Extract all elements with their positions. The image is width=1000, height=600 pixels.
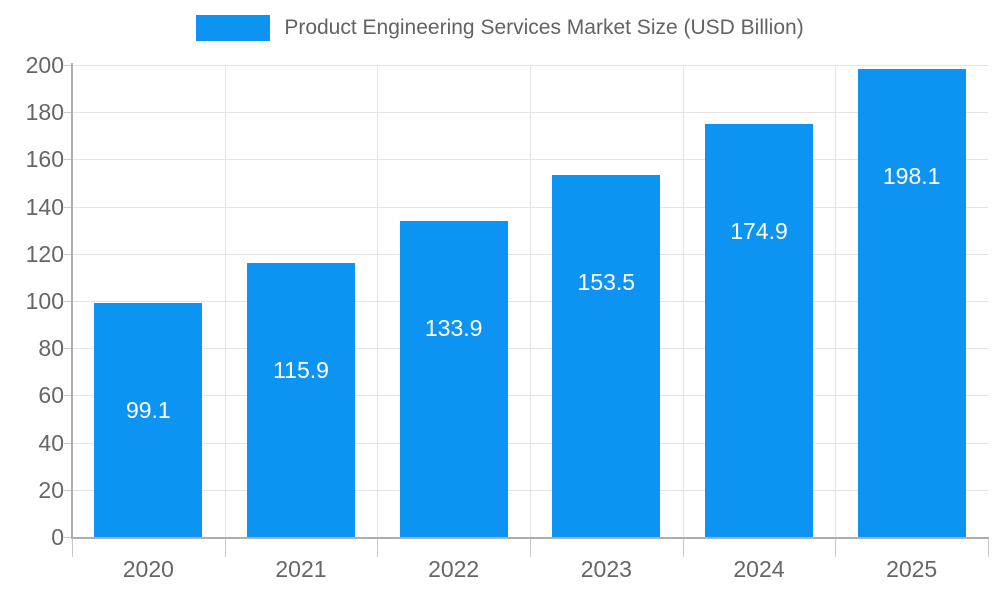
y-tick-label: 160: [25, 146, 64, 173]
gridline-vertical: [683, 65, 684, 537]
legend-color-swatch[interactable]: [196, 15, 271, 41]
bar-2022[interactable]: [399, 221, 508, 537]
x-tick-mark: [530, 539, 531, 557]
y-tick-mark: [64, 348, 71, 350]
x-tick-mark: [683, 539, 684, 557]
y-tick-label: 120: [25, 240, 64, 267]
bar-2021[interactable]: [247, 263, 355, 537]
y-tick-mark: [64, 112, 71, 114]
chart-legend: Product Engineering Services Market Size…: [0, 12, 1000, 44]
y-tick-label: 200: [25, 52, 64, 78]
gridline-vertical: [225, 65, 226, 537]
x-tick-mark: [225, 539, 226, 557]
gridline-vertical: [835, 65, 836, 537]
x-tick-mark: [377, 539, 378, 557]
y-tick-mark: [64, 537, 71, 538]
y-tick-mark: [64, 253, 71, 255]
bar-2023[interactable]: [552, 174, 661, 537]
y-tick-label: 0: [51, 524, 64, 550]
bar-2024[interactable]: [705, 124, 813, 537]
x-tick-mark: [988, 539, 989, 557]
y-tick-mark: [64, 489, 71, 491]
y-tick-mark: [64, 159, 71, 161]
x-tick-mark: [835, 539, 836, 557]
y-tick-label: 60: [38, 382, 64, 409]
x-tick-label-2021: 2021: [275, 556, 327, 582]
y-tick-mark: [64, 301, 71, 302]
bar-2020[interactable]: [94, 303, 203, 537]
y-tick-mark: [64, 395, 71, 397]
x-tick-label-2022: 2022: [428, 556, 480, 582]
y-tick-label: 20: [38, 476, 64, 503]
x-tick-label-2025: 2025: [886, 556, 938, 582]
gridline-vertical: [530, 65, 531, 537]
y-tick-mark: [64, 442, 71, 444]
y-axis-line: [71, 63, 73, 539]
gridline-vertical: [377, 65, 378, 537]
x-axis-line: [71, 537, 989, 539]
y-tick-label: 40: [38, 429, 64, 456]
x-tick-label-2020: 2020: [122, 556, 174, 582]
legend-label[interactable]: Product Engineering Services Market Size…: [284, 16, 804, 39]
y-tick-label: 80: [38, 335, 64, 362]
bar-2025[interactable]: [857, 69, 966, 537]
y-tick-label: 140: [25, 193, 64, 220]
y-tick-mark: [64, 206, 71, 208]
y-tick-label: 100: [25, 288, 64, 314]
plot-area: 99.1 115.9 133.9 153.5 174.9 198.1: [72, 65, 988, 538]
x-tick-label-2023: 2023: [580, 556, 632, 582]
y-tick-mark: [64, 65, 71, 66]
y-tick-label: 180: [25, 99, 64, 126]
x-tick-mark: [72, 539, 73, 557]
x-tick-label-2024: 2024: [733, 556, 785, 582]
